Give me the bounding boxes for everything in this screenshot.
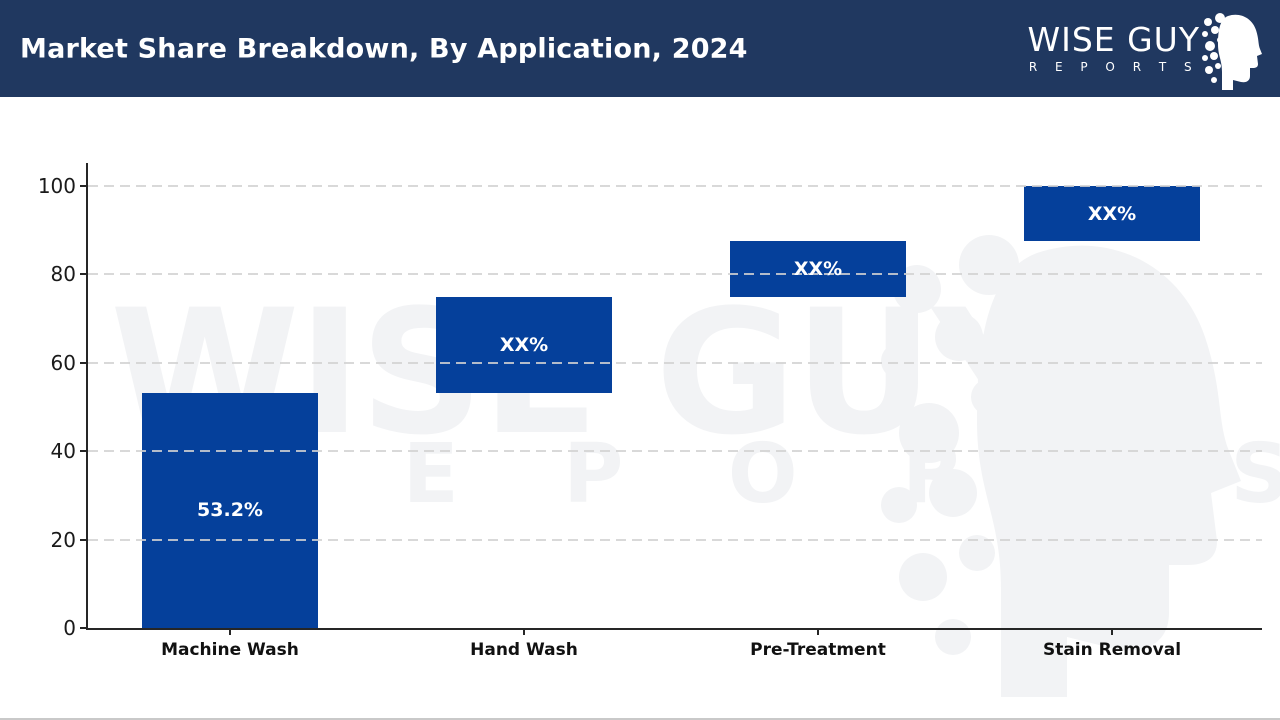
wiseguy-logo: WISE GUY R E P O R T S: [1012, 6, 1262, 92]
bar-pre-treatment: [730, 241, 906, 297]
x-axis-label: Pre-Treatment: [750, 640, 886, 660]
y-axis-line: [86, 163, 88, 630]
y-axis-tick-mark: [80, 273, 88, 276]
wiseguy-head-icon: [1202, 13, 1262, 90]
x-axis-tick-mark: [523, 628, 525, 635]
y-axis-tick-label: 0: [63, 616, 76, 640]
bar-stain-removal: [1024, 186, 1200, 242]
header-bar: Market Share Breakdown, By Application, …: [0, 0, 1280, 97]
gridline: [88, 361, 1262, 364]
logo-wordmark: WISE GUY: [1027, 20, 1200, 59]
y-axis-tick-mark: [80, 185, 88, 187]
y-axis-tick-label: 60: [50, 350, 76, 375]
logo-text: WISE GUY R E P O R T S: [1027, 22, 1200, 76]
x-axis-label: Machine Wash: [161, 640, 299, 660]
y-axis-tick-label: 20: [50, 527, 76, 552]
bar-machine-wash: [142, 392, 318, 628]
gridline: [88, 538, 1262, 541]
bar-value-label: XX%: [499, 333, 549, 356]
logo-subtitle: R E P O R T S: [1028, 60, 1199, 74]
chart-title: Market Share Breakdown, By Application, …: [20, 33, 748, 64]
x-axis-label: Stain Removal: [1042, 640, 1182, 660]
y-axis-tick-mark: [80, 627, 88, 629]
bar-value-label: 53.2%: [197, 499, 263, 522]
y-axis-tick-label: 40: [50, 439, 76, 464]
y-axis-tick-label: 100: [37, 174, 76, 198]
gridline: [88, 273, 1262, 276]
gridline: [88, 450, 1262, 453]
y-axis-tick-mark: [80, 538, 88, 541]
y-axis-tick-mark: [80, 450, 88, 453]
x-axis-line: [86, 628, 1262, 630]
x-axis-tick-mark: [817, 628, 819, 635]
y-axis-tick-mark: [80, 361, 88, 364]
bar-value-label: XX%: [1087, 202, 1137, 225]
gridline: [88, 185, 1262, 187]
x-axis-label: Hand Wash: [470, 640, 578, 660]
x-axis-tick-mark: [229, 628, 231, 635]
y-axis-tick-label: 80: [50, 262, 76, 287]
bar-value-label: XX%: [793, 257, 843, 280]
bar-hand-wash: [436, 296, 612, 393]
